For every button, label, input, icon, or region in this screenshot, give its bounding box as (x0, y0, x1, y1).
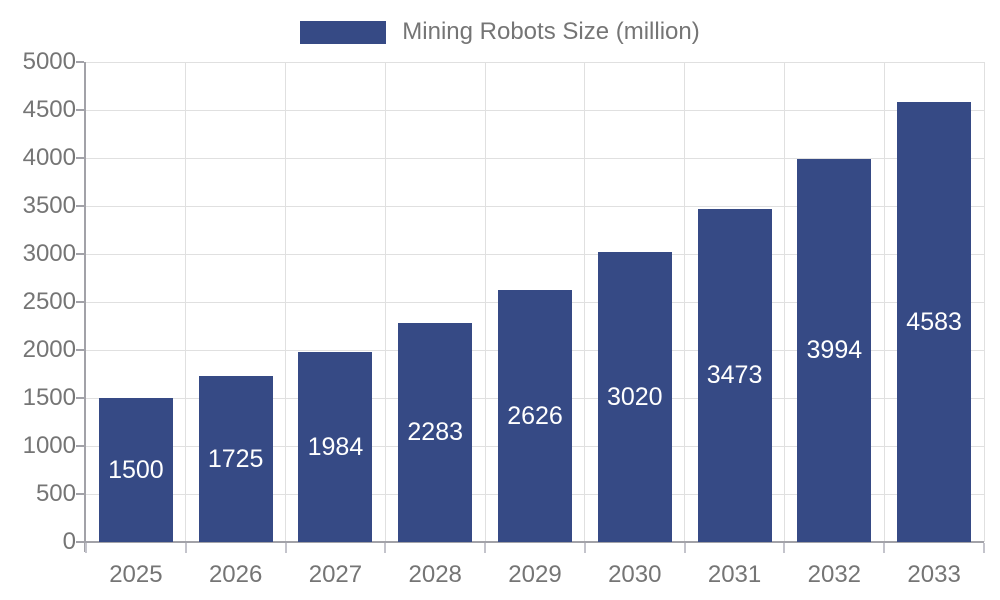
x-tick (783, 543, 786, 553)
y-tick (76, 109, 84, 111)
bar-2031[interactable] (697, 208, 772, 542)
bar-value-label: 3994 (806, 336, 863, 365)
y-tick (76, 493, 84, 495)
y-axis-label: 3000 (22, 240, 76, 267)
bar-2033[interactable] (897, 102, 972, 542)
x-axis-label: 2026 (208, 561, 263, 588)
grid-line-horizontal (86, 205, 984, 207)
grid-line-vertical (783, 62, 785, 542)
y-axis-label: 2000 (22, 336, 76, 363)
y-axis-label: 4500 (22, 96, 76, 123)
bar-2028[interactable] (398, 322, 473, 542)
grid-line-vertical (584, 62, 586, 542)
y-axis-line (84, 62, 86, 552)
x-axis-label: 2027 (308, 561, 363, 588)
grid-line-vertical (684, 62, 686, 542)
y-tick (76, 157, 84, 159)
x-axis-label: 2032 (807, 561, 862, 588)
grid-line-horizontal (86, 157, 984, 159)
y-axis-label: 2500 (22, 288, 76, 315)
y-tick (76, 61, 84, 63)
y-axis-label: 0 (62, 528, 76, 555)
y-axis-label: 5000 (22, 48, 76, 75)
bar-value-label: 4583 (906, 308, 962, 337)
legend[interactable]: Mining Robots Size (million) (0, 17, 1000, 47)
y-tick (76, 541, 84, 543)
legend-label: Mining Robots Size (million) (402, 18, 700, 45)
bar-2032[interactable] (797, 158, 872, 542)
y-axis-label: 1500 (22, 384, 76, 411)
grid-line-vertical (983, 62, 985, 542)
x-tick (484, 543, 487, 553)
bar-2027[interactable] (298, 351, 373, 542)
x-axis-label: 2029 (508, 561, 562, 588)
grid-line-vertical (484, 62, 486, 542)
y-axis-label: 500 (35, 480, 76, 507)
bar-value-label: 1984 (307, 432, 364, 461)
y-axis-label: 1000 (22, 432, 76, 459)
bar-value-label: 2626 (507, 401, 563, 430)
y-tick (76, 253, 84, 255)
y-tick (76, 445, 84, 447)
y-axis-label: 4000 (22, 144, 76, 171)
grid-line-vertical (285, 62, 287, 542)
y-tick (76, 349, 84, 351)
y-tick (76, 205, 84, 207)
x-tick (683, 543, 686, 553)
y-tick (76, 397, 84, 399)
x-tick (883, 543, 886, 553)
bar-value-label: 3473 (706, 361, 763, 390)
x-tick (284, 543, 287, 553)
bar-2029[interactable] (498, 289, 572, 542)
x-axis-label: 2028 (408, 561, 462, 588)
x-axis-label: 2030 (608, 561, 662, 588)
x-axis-label: 2033 (907, 561, 961, 588)
grid-line-horizontal (86, 61, 984, 63)
bar-value-label: 1725 (207, 445, 264, 474)
bar-2030[interactable] (597, 252, 672, 542)
x-tick (583, 543, 586, 553)
x-tick (184, 543, 187, 553)
x-axis-label: 2031 (707, 561, 762, 588)
bar-2025[interactable] (98, 398, 173, 542)
bar-value-label: 2283 (407, 418, 464, 447)
bar-2026[interactable] (198, 376, 273, 542)
x-tick (983, 543, 985, 553)
grid-line-horizontal (86, 253, 984, 255)
grid-line-vertical (185, 62, 187, 542)
legend-swatch-icon (300, 20, 387, 44)
x-axis-line (84, 541, 984, 543)
grid-line-vertical (384, 62, 386, 542)
bar-value-label: 1500 (108, 456, 164, 484)
y-axis-label: 3500 (22, 192, 76, 219)
x-tick (85, 543, 87, 553)
grid-line-horizontal (86, 109, 984, 111)
bar-value-label: 3020 (606, 383, 663, 412)
grid-line-vertical (883, 62, 885, 542)
y-tick (76, 301, 84, 303)
x-axis-label: 2025 (109, 561, 163, 588)
x-tick (384, 543, 387, 553)
